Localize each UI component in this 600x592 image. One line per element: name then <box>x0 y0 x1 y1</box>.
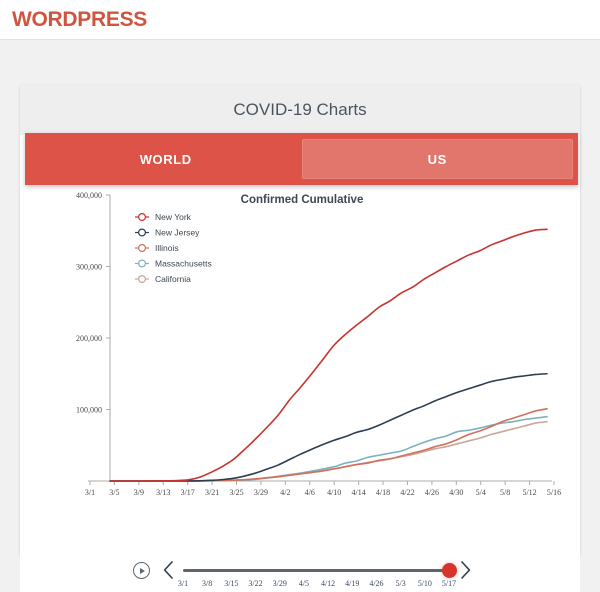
play-button[interactable] <box>133 562 150 579</box>
slider-handle[interactable] <box>442 563 457 578</box>
slider-tick-label: 3/8 <box>202 579 213 588</box>
slider-track[interactable] <box>183 569 449 572</box>
slider-tick-label: 4/5 <box>298 579 310 588</box>
x-tick-label: 5/4 <box>476 488 486 497</box>
x-tick-label: 4/6 <box>305 488 315 497</box>
chart-series-group <box>109 228 548 482</box>
x-axis: 3/1 3/5 3/9 3/13 3/17 3/21 3/25 3/29 4/2 4/6 4/10 4… <box>85 480 561 497</box>
legend-label: Illinois <box>155 243 179 253</box>
x-tick-label: 5/16 <box>547 488 561 497</box>
chart-legend: New York New Jersey Illinois Massachusetts C… <box>135 212 212 284</box>
x-tick-label: 3/29 <box>254 488 268 497</box>
slider-tick-label: 4/26 <box>369 579 384 588</box>
chevron-right-icon[interactable] <box>460 561 471 579</box>
slider-tick-label: 5/10 <box>417 579 432 588</box>
region-tabbar: WORLD US <box>25 133 578 185</box>
legend-item[interactable]: Illinois <box>135 243 179 253</box>
y-tick-label: 300,000 <box>76 263 102 272</box>
play-icon <box>140 567 145 574</box>
x-tick-label: 4/26 <box>425 488 439 497</box>
x-tick-label: 3/9 <box>134 488 144 497</box>
slider-tick-label: 3/29 <box>272 579 287 588</box>
x-tick-label: 3/17 <box>181 488 195 497</box>
legend-label: California <box>155 274 191 284</box>
chart-series-line <box>109 415 548 482</box>
legend-marker-icon <box>137 259 146 268</box>
legend-marker-icon <box>137 274 146 283</box>
slider-tick-label: 4/19 <box>345 579 360 588</box>
x-tick-label: 3/25 <box>229 488 243 497</box>
slider-tick-label: 3/15 <box>224 579 239 588</box>
chevron-left-icon[interactable] <box>163 561 174 579</box>
tab-us[interactable]: US <box>301 139 573 179</box>
chart-title: Confirmed Cumulative <box>241 194 364 206</box>
tab-world[interactable]: WORLD <box>30 139 302 179</box>
slider-controls <box>20 555 580 579</box>
legend-item[interactable]: California <box>135 274 191 284</box>
slider-tick-label: 4/12 <box>320 579 336 588</box>
slider-tick-label: 3/22 <box>248 579 263 588</box>
x-tick-label: 3/5 <box>109 488 119 497</box>
y-axis: 400,000 300,000 200,000 100,000 <box>76 191 111 481</box>
legend-item[interactable]: Massachusetts <box>135 259 212 269</box>
page-title: COVID-19 Charts <box>233 100 367 119</box>
timeline-slider-bar: 3/1 3/8 3/15 3/22 3/29 4/5 4/12 4/19 4/26 5/3 5/10… <box>20 555 580 592</box>
x-tick-label: 5/8 <box>500 488 510 497</box>
slider-tick-label: 5/3 <box>395 579 406 588</box>
tab-us-label: US <box>427 151 447 167</box>
legend-label: Massachusetts <box>155 259 212 269</box>
slider-tick-label: 5/17 <box>441 579 457 588</box>
confirmed-cumulative-line-chart: Confirmed Cumulative 400,000 300,000 200,0… <box>76 191 561 497</box>
x-tick-label: 4/14 <box>352 488 366 497</box>
x-tick-label: 3/1 <box>85 488 95 497</box>
site-logo[interactable]: WORDPRESS <box>12 7 147 31</box>
site-header: WORDPRESS <box>0 0 600 40</box>
tab-world-label: WORLD <box>139 151 192 167</box>
legend-item[interactable]: New York <box>135 212 192 222</box>
slider-tick-label: 3/1 <box>177 579 189 588</box>
x-tick-label: 3/21 <box>205 488 219 497</box>
chart-series-line <box>109 407 548 482</box>
x-tick-label: 4/30 <box>449 488 463 497</box>
y-tick-label: 100,000 <box>76 406 102 415</box>
legend-label: New Jersey <box>155 228 200 238</box>
chart-area: Confirmed Cumulative 400,000 300,000 200,0… <box>20 185 580 555</box>
slider-tick-labels: 3/1 3/8 3/15 3/22 3/29 4/5 4/12 4/19 4/26 5/3 5/10… <box>20 579 580 592</box>
legend-label: New York <box>155 212 192 222</box>
x-tick-label: 5/12 <box>522 488 536 497</box>
page-body: COVID-19 Charts WORLD US Confirmed Cumul… <box>0 40 600 592</box>
legend-marker-icon <box>137 228 146 237</box>
y-tick-label: 400,000 <box>76 191 102 200</box>
x-tick-label: 4/18 <box>376 488 390 497</box>
legend-marker-icon <box>137 213 146 222</box>
x-tick-label: 3/13 <box>156 488 170 497</box>
card-title-band: COVID-19 Charts <box>20 85 580 135</box>
x-tick-label: 4/22 <box>400 488 414 497</box>
chart-series-line <box>109 228 548 482</box>
x-tick-label: 4/2 <box>280 488 290 497</box>
legend-marker-icon <box>137 243 146 252</box>
y-tick-label: 200,000 <box>76 334 102 343</box>
legend-item[interactable]: New Jersey <box>135 228 200 238</box>
x-tick-label: 4/10 <box>327 488 341 497</box>
covid-chart-card: COVID-19 Charts WORLD US Confirmed Cumul… <box>20 85 580 555</box>
